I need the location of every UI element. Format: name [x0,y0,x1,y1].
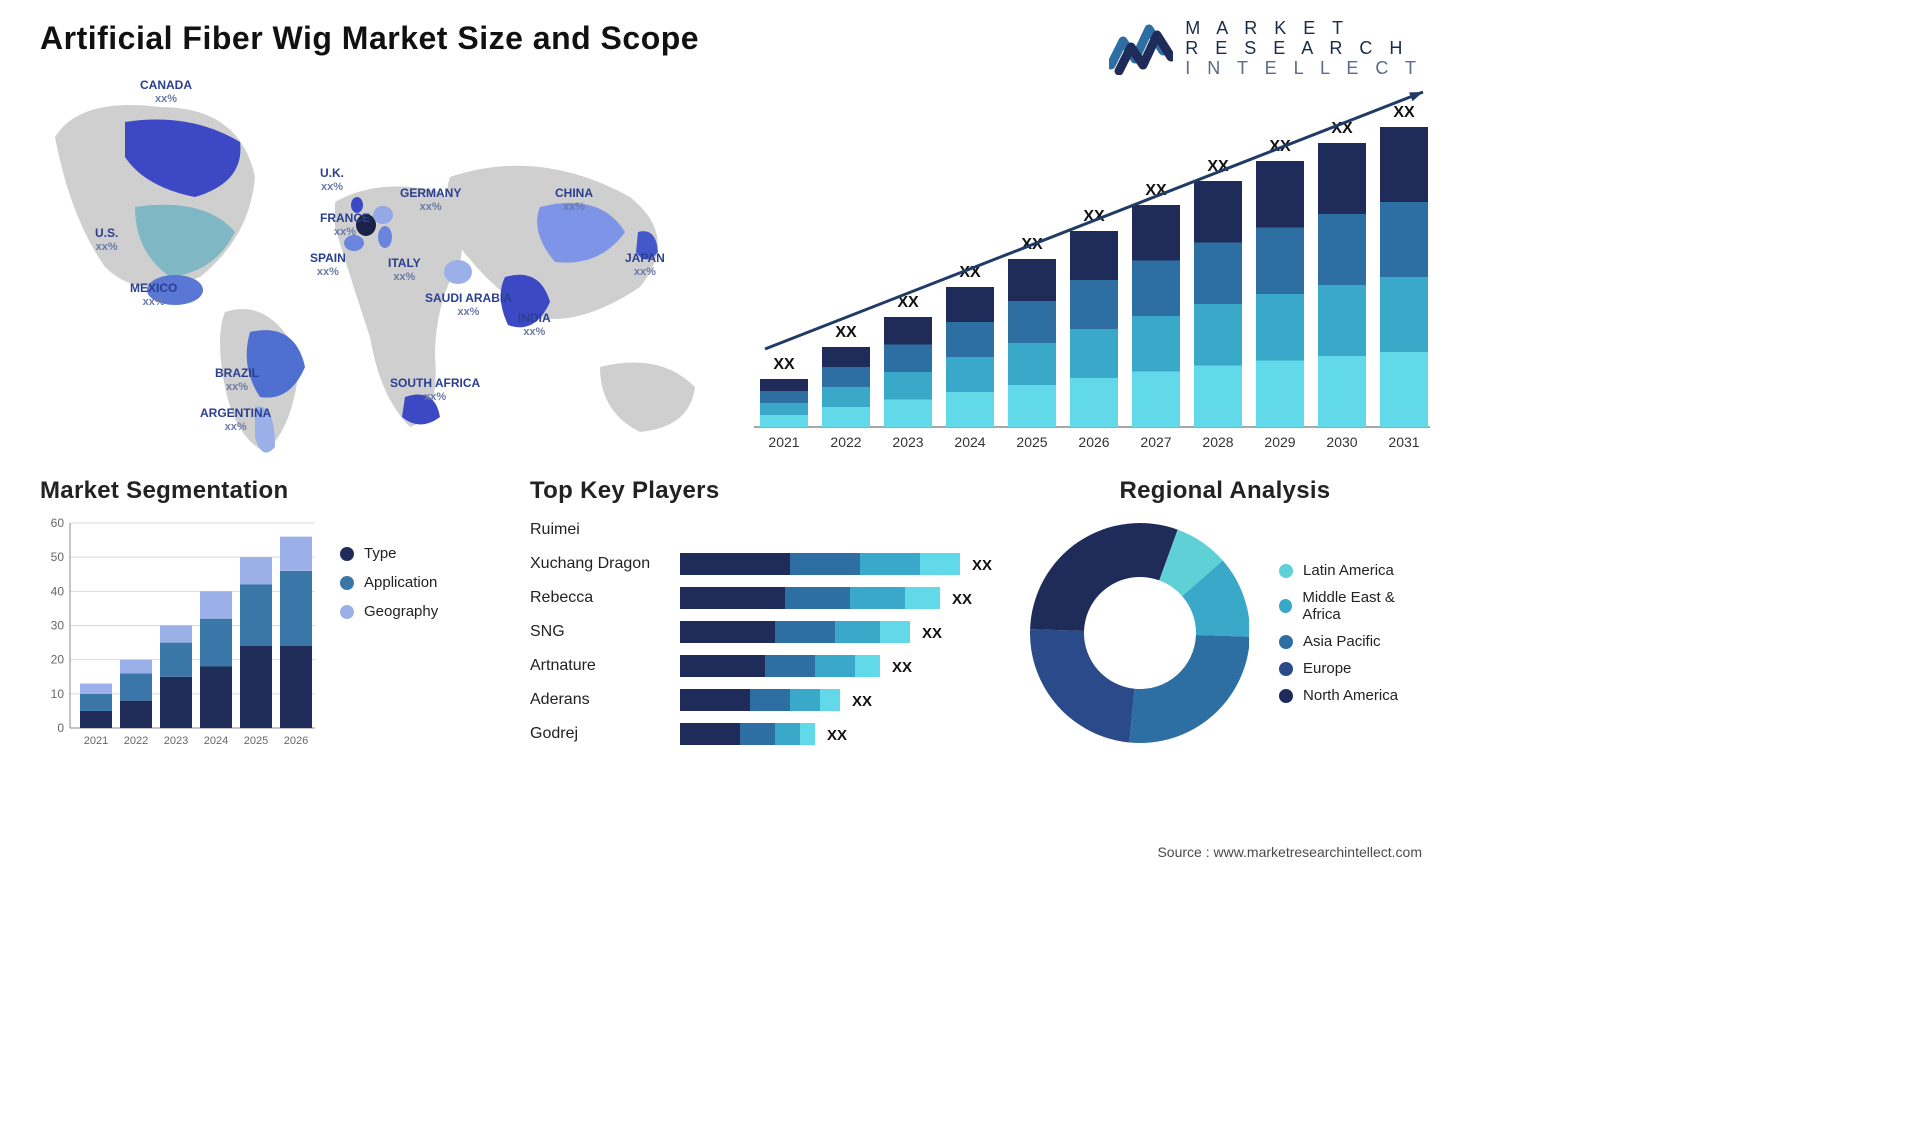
svg-text:2026: 2026 [1078,434,1109,450]
growth-bar-chart: XX2021XX2022XX2023XX2024XX2025XX2026XX20… [740,67,1430,467]
segmentation-panel: Market Segmentation 0 10 20 30 40 50 60 2021 202… [40,477,520,753]
player-name: Artnature [530,649,680,683]
svg-text:2021: 2021 [768,434,799,450]
region-legend-item: Latin America [1279,562,1430,579]
svg-text:2021: 2021 [84,735,108,747]
svg-text:2022: 2022 [830,434,861,450]
page: Artificial Fiber Wig Market Size and Sco… [0,0,1470,878]
map-label-mexico: MEXICOxx% [130,282,177,309]
svg-text:2026: 2026 [284,735,308,747]
players-name-list: RuimeiXuchang DragonRebeccaSNGArtnatureA… [530,513,680,753]
source-attribution: Source : www.marketresearchintellect.com [1157,844,1422,860]
segmentation-chart: 0 10 20 30 40 50 60 2021 2022 2023 2024 2025 2026 [40,513,320,753]
map-label-germany: GERMANYxx% [400,187,461,214]
svg-text:XX: XX [835,324,857,341]
svg-text:2031: 2031 [1388,434,1419,450]
svg-text:XX: XX [892,659,912,676]
svg-text:0: 0 [57,721,64,735]
player-name: Ruimei [530,513,680,547]
svg-text:2023: 2023 [164,735,188,747]
map-label-u-k-: U.K.xx% [320,167,344,194]
svg-text:2024: 2024 [954,434,985,450]
svg-text:2029: 2029 [1264,434,1295,450]
world-map-svg [40,67,700,467]
segmentation-title: Market Segmentation [40,477,520,505]
player-name: Rebecca [530,581,680,615]
map-label-italy: ITALYxx% [388,257,421,284]
svg-text:2024: 2024 [204,735,228,747]
svg-text:XX: XX [773,356,795,373]
svg-text:2025: 2025 [244,735,268,747]
svg-text:XX: XX [1393,104,1415,121]
players-chart: XXXXXXXXXXXX [680,513,1010,753]
map-label-south-africa: SOUTH AFRICAxx% [390,377,480,404]
player-name: Aderans [530,683,680,717]
seg-legend-application: Application [340,574,438,591]
svg-text:60: 60 [51,516,65,530]
seg-legend-type: Type [340,545,438,562]
svg-text:2030: 2030 [1326,434,1357,450]
player-name: SNG [530,615,680,649]
growth-bar-svg: XX2021XX2022XX2023XX2024XX2025XX2026XX20… [740,67,1430,467]
player-name: Xuchang Dragon [530,547,680,581]
svg-text:XX: XX [922,625,942,642]
svg-text:30: 30 [51,619,65,633]
svg-text:XX: XX [827,727,847,744]
svg-text:20: 20 [51,653,65,667]
map-label-brazil: BRAZILxx% [215,367,259,394]
svg-text:2023: 2023 [892,434,923,450]
svg-text:XX: XX [972,557,992,574]
svg-text:2028: 2028 [1202,434,1233,450]
world-map: CANADAxx% U.S.xx% MEXICOxx% BRAZILxx% ARGENT… [40,67,700,467]
seg-legend-geography: Geography [340,603,438,620]
map-label-france: FRANCExx% [320,212,370,239]
player-name: Godrej [530,717,680,751]
map-label-u-s-: U.S.xx% [95,227,118,254]
map-label-japan: JAPANxx% [625,252,665,279]
region-legend-item: Middle East & Africa [1279,589,1430,623]
svg-text:XX: XX [952,591,972,608]
regional-panel: Regional Analysis Latin America Middle Ea… [1020,477,1430,753]
map-label-saudi-arabia: SAUDI ARABIAxx% [425,292,512,319]
regional-legend: Latin America Middle East & Africa Asia Pa… [1279,552,1430,714]
region-legend-item: Asia Pacific [1279,633,1430,650]
regional-donut [1020,513,1249,753]
players-panel: Top Key Players RuimeiXuchang DragonRebe… [530,477,1010,753]
segmentation-legend: Type Application Geography [340,533,438,632]
map-label-canada: CANADAxx% [140,79,192,106]
map-label-spain: SPAINxx% [310,252,346,279]
svg-text:XX: XX [852,693,872,710]
svg-text:2022: 2022 [124,735,148,747]
map-label-india: INDIAxx% [518,312,551,339]
region-legend-item: Europe [1279,660,1430,677]
map-label-argentina: ARGENTINAxx% [200,407,271,434]
map-label-china: CHINAxx% [555,187,593,214]
svg-text:10: 10 [51,687,65,701]
svg-text:50: 50 [51,550,65,564]
regional-title: Regional Analysis [1020,477,1430,505]
region-legend-item: North America [1279,687,1430,704]
svg-text:2025: 2025 [1016,434,1047,450]
svg-text:40: 40 [51,584,65,598]
players-title: Top Key Players [530,477,1010,505]
svg-text:2027: 2027 [1140,434,1171,450]
